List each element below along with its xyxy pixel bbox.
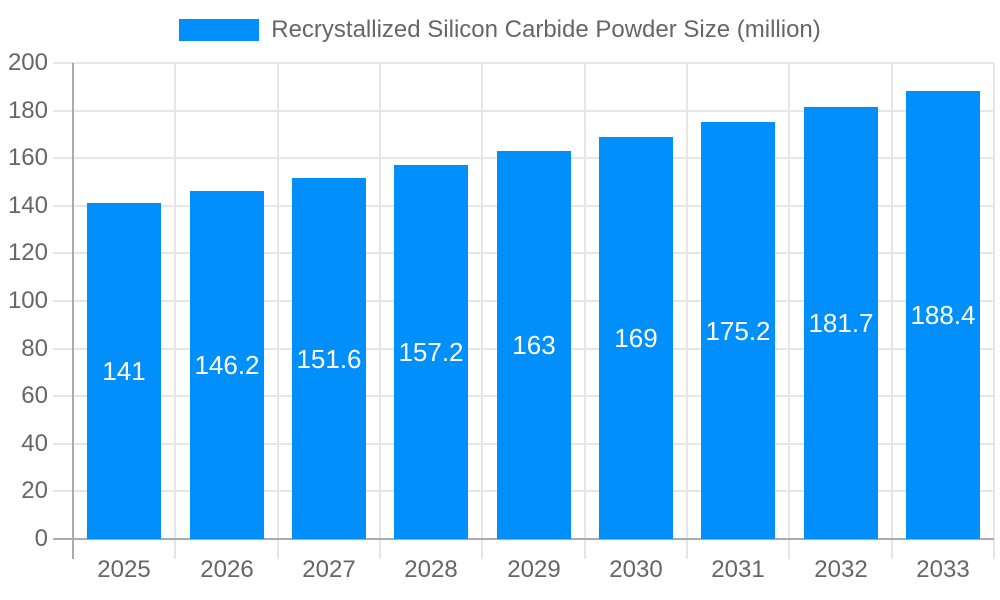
bar[interactable] [87, 203, 161, 539]
bar-value-label: 188.4 [910, 300, 976, 330]
y-axis-tick [53, 62, 73, 64]
x-axis-tick [277, 539, 279, 559]
bar-value-label: 141 [102, 356, 146, 386]
x-axis-tick-label: 2028 [404, 556, 458, 583]
y-gridline [73, 110, 994, 112]
x-axis-tick [174, 539, 176, 559]
y-axis-tick-label: 40 [21, 430, 48, 457]
y-axis-tick [53, 110, 73, 112]
y-axis-tick-label: 0 [34, 525, 48, 552]
y-axis-tick [53, 252, 73, 254]
x-axis-tick-label: 2026 [200, 556, 254, 583]
y-axis-tick-label: 200 [7, 49, 48, 76]
y-axis-tick-label: 160 [7, 144, 48, 171]
x-gridline [379, 63, 381, 539]
bar[interactable] [497, 151, 571, 539]
x-axis-tick-label: 2030 [609, 556, 663, 583]
y-axis-tick [53, 205, 73, 207]
bar[interactable] [394, 165, 468, 539]
y-axis-tick-label: 100 [7, 287, 48, 314]
bar[interactable] [190, 191, 264, 539]
bar-value-label: 175.2 [705, 316, 771, 346]
bar-value-label: 151.6 [296, 344, 362, 374]
x-axis-tick-label: 2025 [97, 556, 151, 583]
x-axis-tick [891, 539, 893, 559]
bar[interactable] [292, 178, 366, 539]
x-gridline [174, 63, 176, 539]
y-axis-tick [53, 300, 73, 302]
x-gridline [891, 63, 893, 539]
x-axis-tick [993, 539, 995, 559]
bar[interactable] [701, 122, 775, 539]
x-gridline [686, 63, 688, 539]
y-axis-tick-label: 80 [21, 335, 48, 362]
bar-value-label: 157.2 [398, 337, 464, 367]
bar-value-label: 146.2 [194, 350, 260, 380]
x-axis-tick [788, 539, 790, 559]
bar-value-label: 181.7 [808, 308, 874, 338]
y-axis-tick-label: 120 [7, 239, 48, 266]
x-axis-tick-label: 2027 [302, 556, 356, 583]
x-gridline [277, 63, 279, 539]
y-axis-tick [53, 157, 73, 159]
x-axis-tick-label: 2029 [507, 556, 561, 583]
x-gridline [993, 63, 995, 539]
y-gridline [73, 62, 994, 64]
y-axis-tick [53, 538, 73, 540]
x-axis-tick [379, 539, 381, 559]
x-axis-tick-label: 2031 [711, 556, 765, 583]
bar[interactable] [906, 91, 980, 539]
x-axis-tick-label: 2032 [814, 556, 868, 583]
y-axis-tick [53, 443, 73, 445]
x-axis-tick [584, 539, 586, 559]
legend-swatch-icon [179, 19, 260, 41]
y-axis-tick-label: 60 [21, 382, 48, 409]
x-gridline [584, 63, 586, 539]
y-axis-tick [53, 348, 73, 350]
x-gridline [481, 63, 483, 539]
legend-label: Recrystallized Silicon Carbide Powder Si… [271, 16, 821, 43]
x-axis-tick [686, 539, 688, 559]
bar[interactable] [599, 137, 673, 539]
x-axis-tick-label: 2033 [916, 556, 970, 583]
x-gridline [788, 63, 790, 539]
bar-value-label: 163 [512, 330, 556, 360]
x-axis-tick [72, 539, 74, 559]
bar-value-label: 169 [614, 323, 658, 353]
x-axis-tick [481, 539, 483, 559]
x-axis-line [73, 538, 994, 540]
y-axis-tick [53, 395, 73, 397]
y-axis-tick [53, 490, 73, 492]
y-axis-tick-label: 180 [7, 97, 48, 124]
y-axis-line [72, 63, 74, 539]
legend[interactable]: Recrystallized Silicon Carbide Powder Si… [0, 17, 1000, 43]
y-axis-tick-label: 20 [21, 477, 48, 504]
bar[interactable] [804, 107, 878, 539]
y-axis-tick-label: 140 [7, 192, 48, 219]
